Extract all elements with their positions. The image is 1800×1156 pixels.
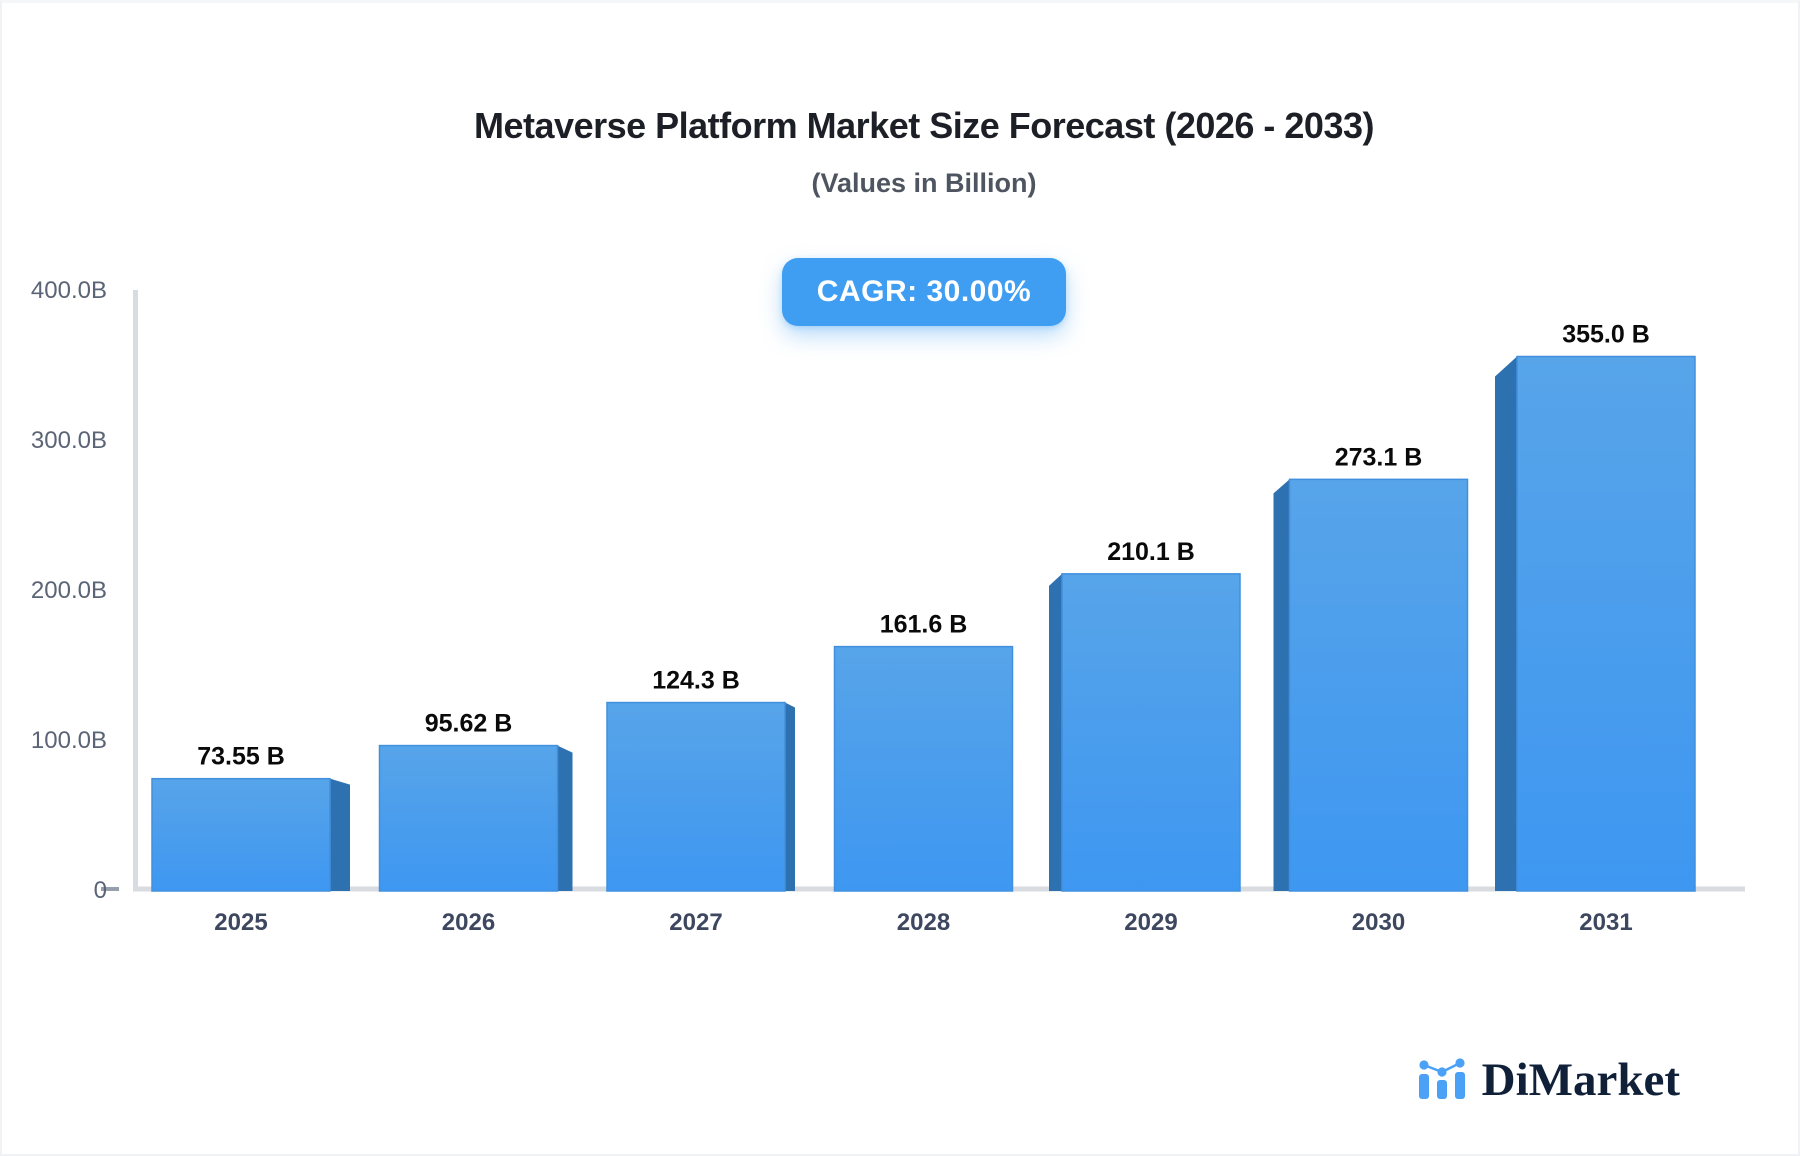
- x-axis-label: 2026: [442, 909, 495, 936]
- bar-value-label: 355.0 B: [1562, 321, 1650, 349]
- bar-side-face: [1273, 479, 1290, 891]
- cagr-badge: CAGR: 30.00%: [781, 258, 1067, 326]
- bar-2030[interactable]: 273.1 B: [1273, 443, 1469, 892]
- bar-front-face: [378, 744, 559, 892]
- x-axis-label: 2028: [897, 909, 950, 936]
- x-axis-label: 2027: [669, 909, 722, 936]
- bar-value-label: 73.55 B: [197, 743, 285, 771]
- bar-chart: 400.0B 300.0B 200.0B 100.0B 0 73.55 B 2025 95.6…: [31, 277, 1745, 936]
- bar-side-face: [330, 778, 350, 891]
- x-axis-label: 2029: [1124, 909, 1177, 936]
- bar-front-face: [1516, 355, 1696, 892]
- y-axis-tick-label: 400.0B: [31, 277, 107, 304]
- x-axis-label: 2031: [1579, 909, 1632, 936]
- bar-2029[interactable]: 210.1 B: [1049, 538, 1241, 892]
- x-axis-label: 2030: [1352, 909, 1405, 936]
- y-axis-tick-label: 300.0B: [31, 427, 107, 454]
- bar-side-face: [785, 702, 795, 891]
- bar-side-face: [1495, 356, 1517, 891]
- logo-bars-icon: [1418, 1058, 1465, 1099]
- bar-value-label: 273.1 B: [1335, 443, 1423, 471]
- y-axis-tick-label: 100.0B: [31, 727, 107, 754]
- bar-value-label: 210.1 B: [1107, 538, 1195, 566]
- x-axis-label: 2025: [214, 909, 267, 936]
- bar-2025[interactable]: 73.55 B: [151, 743, 350, 892]
- bar-value-label: 161.6 B: [880, 611, 968, 639]
- cagr-badge-band: CAGR: 30.00%: [50, 258, 1798, 326]
- bar-2028[interactable]: 161.6 B: [833, 611, 1014, 892]
- bar-front-face: [833, 645, 1014, 892]
- bar-front-face: [1061, 573, 1241, 892]
- bar-side-face: [1049, 573, 1062, 891]
- bar-2027[interactable]: 124.3 B: [606, 667, 795, 892]
- chart-title: Metaverse Platform Market Size Forecast …: [474, 105, 1374, 146]
- bar-front-face: [151, 777, 331, 892]
- chart-subtitle: (Values in Billion): [811, 168, 1037, 198]
- bar-2026[interactable]: 95.62 B: [378, 710, 573, 892]
- y-axis-tick-label: 200.0B: [31, 577, 107, 604]
- bar-2031[interactable]: 355.0 B: [1495, 321, 1696, 892]
- logo-text: DiMarket: [1481, 1054, 1680, 1107]
- bar-value-label: 95.62 B: [425, 710, 513, 738]
- bar-value-label: 124.3 B: [652, 667, 740, 695]
- logo: DiMarket: [1417, 1054, 1680, 1107]
- y-axis-tick-label: 0: [94, 877, 107, 904]
- bar-side-face: [557, 745, 573, 891]
- bar-front-face: [1288, 478, 1469, 892]
- bar-front-face: [606, 701, 786, 892]
